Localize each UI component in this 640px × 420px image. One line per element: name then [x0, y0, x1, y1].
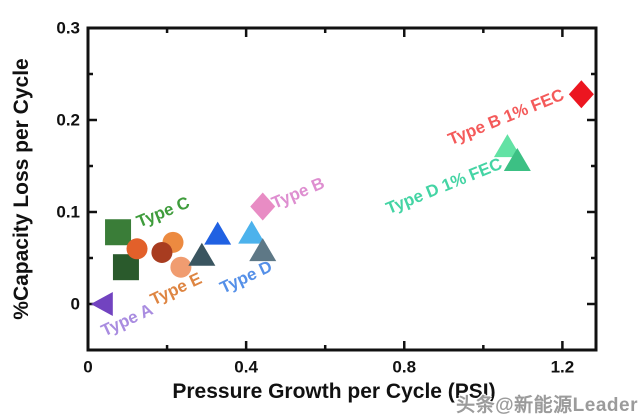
y-tick-label: 0.2	[56, 110, 80, 130]
data-point-triangle	[493, 134, 521, 158]
data-point-triangle	[503, 147, 531, 171]
data-point-diamond	[568, 80, 594, 109]
data-point-diamond	[250, 192, 276, 221]
plot-frame	[86, 26, 598, 352]
data-point-triangle	[238, 220, 266, 244]
x-tick-label: 0.4	[234, 357, 258, 377]
watermark-text: 头条@新能源Leader	[456, 395, 638, 416]
y-tick-label: 0.3	[56, 18, 80, 38]
x-tick-label: 1.2	[550, 357, 575, 377]
x-tick-label: 0.8	[392, 357, 417, 377]
data-point-circle	[126, 238, 148, 260]
y-axis-label: %Capacity Loss per Cycle	[10, 58, 33, 320]
data-point-triangle	[204, 221, 232, 245]
data-point-circle	[170, 256, 192, 278]
y-tick-label: 0	[70, 294, 80, 314]
y-tick-label: 0.1	[56, 202, 80, 222]
data-point-circle	[151, 241, 173, 263]
data-point-triangle	[249, 238, 277, 262]
data-point-square	[105, 219, 132, 246]
data-point-triangle-left	[90, 292, 113, 316]
x-axis-label: Pressure Growth per Cycle (PSI)	[172, 380, 496, 403]
x-tick-label: 0	[83, 357, 93, 377]
data-point-triangle	[188, 242, 216, 266]
